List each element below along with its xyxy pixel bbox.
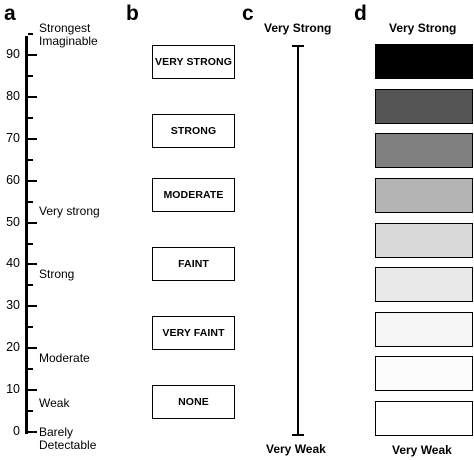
- anchor-strong: Strong: [39, 267, 75, 281]
- panel-b-letter: b: [126, 2, 139, 25]
- anchor-strongest-line1: Strongest: [39, 21, 91, 35]
- scale-minor-tick: [28, 116, 33, 119]
- category-box-faint: FAINT: [152, 247, 235, 281]
- scale-major-tick: [28, 95, 37, 98]
- swatch-5: [375, 223, 473, 258]
- anchor-barely-line1: Barely: [39, 425, 74, 439]
- scale-tick-label: 50: [6, 214, 20, 229]
- category-box-very-strong: VERY STRONG: [152, 45, 235, 79]
- anchor-weak: Weak: [39, 396, 70, 410]
- scale-tick-label: 30: [6, 298, 20, 313]
- scale-minor-tick: [28, 326, 33, 329]
- panel-d-letter: d: [354, 2, 367, 25]
- scale-major-tick: [28, 221, 37, 224]
- category-box-strong: STRONG: [152, 114, 235, 148]
- scale-tick-label: 60: [6, 172, 20, 187]
- scale-tick-label: 20: [6, 340, 20, 355]
- scale-tick-label: 10: [6, 382, 20, 397]
- swatch-1: [375, 44, 473, 79]
- vas-bottom-label: Very Weak: [266, 442, 326, 456]
- swatch-3: [375, 133, 473, 168]
- category-box-very-faint: VERY FAINT: [152, 316, 235, 350]
- scale-minor-tick: [28, 410, 33, 413]
- scale-major-tick: [28, 54, 37, 56]
- scale-major-tick: [28, 389, 37, 392]
- anchor-very-strong: Very strong: [39, 204, 100, 218]
- vas-line: [297, 46, 299, 435]
- anchor-barely-line2: Detectable: [39, 438, 97, 452]
- anchor-strongest-line2: Imaginable: [39, 34, 98, 48]
- grayscale-bottom-label: Very Weak: [392, 443, 452, 457]
- vas-bottom-cap: [292, 434, 304, 436]
- swatch-4: [375, 178, 473, 213]
- swatch-2: [375, 89, 473, 124]
- swatch-6: [375, 267, 473, 302]
- scale-minor-tick: [28, 74, 33, 77]
- scale-tick-label: 80: [6, 88, 20, 103]
- scale-minor-tick: [28, 200, 33, 203]
- scale-major-tick: [28, 305, 37, 308]
- scale-major-tick: [28, 179, 37, 182]
- grayscale-top-label: Very Strong: [389, 21, 457, 35]
- anchor-strongest-imaginable: Strongest Imaginable: [39, 22, 98, 48]
- category-box-moderate: MODERATE: [152, 178, 235, 212]
- swatch-7: [375, 312, 473, 347]
- panel-c-letter: c: [242, 2, 254, 25]
- scale-tick-label: 40: [6, 256, 20, 271]
- category-box-none: NONE: [152, 385, 235, 419]
- scale-minor-tick: [28, 242, 33, 245]
- scale-minor-tick: [28, 158, 33, 161]
- scale-major-tick: [28, 263, 37, 266]
- swatch-8: [375, 356, 473, 391]
- scale-minor-tick: [28, 368, 33, 371]
- scale-major-tick: [28, 137, 37, 140]
- scale-tick-label: 90: [6, 47, 20, 61]
- anchor-barely-detectable: Barely Detectable: [39, 426, 96, 452]
- anchor-moderate: Moderate: [39, 351, 90, 365]
- swatch-9: [375, 401, 473, 436]
- scale-minor-tick: [28, 284, 33, 287]
- scale-major-tick: [28, 347, 37, 350]
- vas-top-label: Very Strong: [264, 21, 332, 35]
- scale-tick-label: 70: [6, 130, 20, 145]
- scale-major-tick: [28, 431, 37, 433]
- scale-minor-tick: [28, 33, 33, 36]
- scale-tick-label: 0: [13, 424, 20, 438]
- panel-a-letter: a: [4, 2, 16, 25]
- scale-axis-line: [25, 36, 28, 434]
